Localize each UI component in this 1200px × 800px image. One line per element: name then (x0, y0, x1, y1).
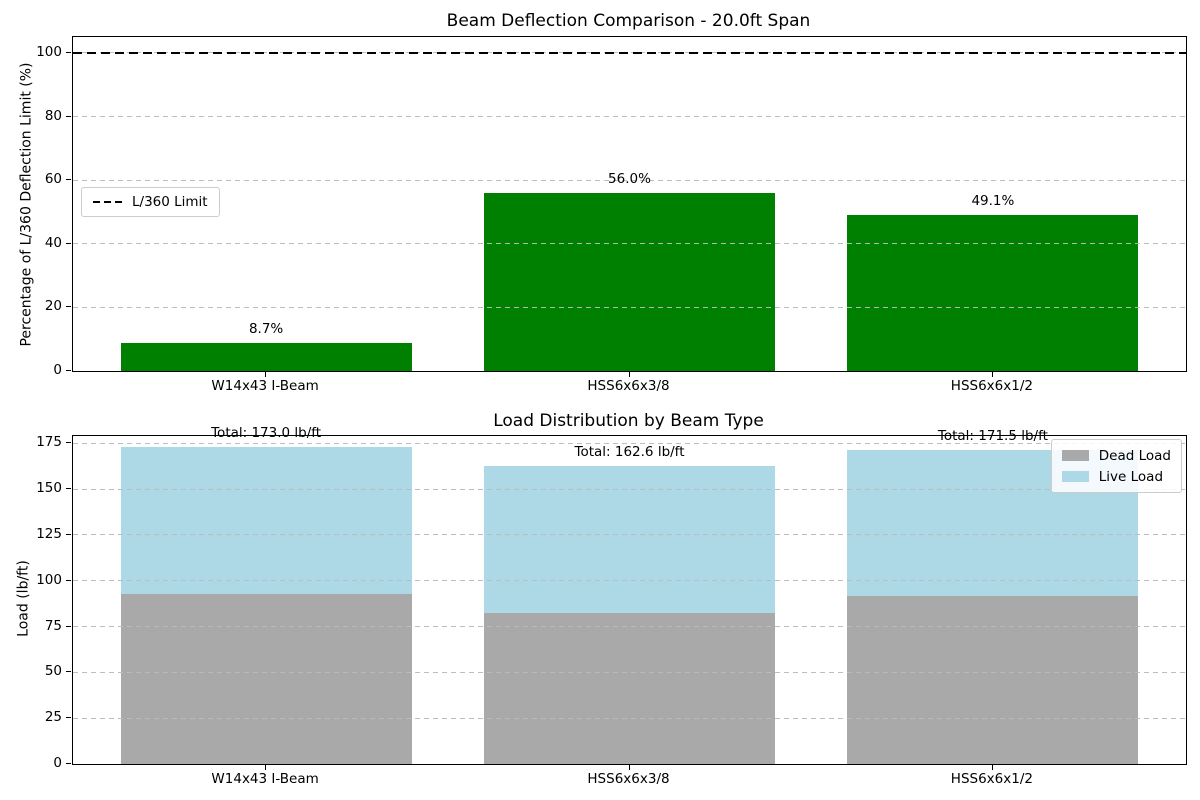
y-tick-label: 125 (36, 525, 62, 542)
gridline-50 (73, 671, 1186, 673)
y-tick-mark (66, 115, 71, 117)
live-load-legend-label: Live Load (1098, 468, 1164, 485)
x-tick-mark (991, 765, 993, 770)
chart1-legend: L/360 Limit (81, 187, 220, 217)
y-tick-mark (66, 242, 71, 244)
gridline-100 (73, 580, 1186, 582)
bar-value-label: 8.7% (248, 321, 284, 338)
y-tick-label: 0 (53, 755, 62, 771)
y-tick-label: 175 (36, 434, 62, 451)
y-tick-mark (66, 442, 71, 444)
chart2-plot-area: Dead Load Live Load Total: 173.0 lb/ft To… (72, 425, 1187, 765)
dead-load-bar-segment (484, 612, 775, 764)
y-tick-label: 25 (44, 709, 62, 726)
gridline-75 (73, 626, 1186, 628)
y-tick-mark (66, 763, 71, 764)
y-tick-mark (66, 488, 71, 490)
x-tick-label: HSS6x6x3/8 (587, 771, 670, 787)
y-tick-mark (66, 51, 71, 53)
x-tick-mark (265, 765, 267, 770)
gridline-150 (73, 488, 1186, 490)
x-tick-mark (265, 372, 267, 377)
chart1-y-axis-label: Percentage of L/360 Deflection Limit (%) (18, 62, 35, 347)
y-tick-mark (66, 179, 71, 181)
total-load-label: Total: 162.6 lb/ft (574, 444, 685, 461)
legend-row-live-load: Live Load (1061, 466, 1171, 487)
gridline-175 (73, 442, 1186, 444)
dead-load-legend-label: Dead Load (1098, 447, 1171, 464)
y-tick-mark (66, 579, 71, 581)
gridline-80 (73, 116, 1186, 118)
reference-limit-line (73, 51, 1186, 55)
y-tick-mark (66, 306, 71, 308)
total-load-label: Total: 173.0 lb/ft (211, 425, 322, 441)
y-tick-label: 50 (44, 663, 62, 680)
live-load-bar-segment (484, 466, 775, 613)
y-tick-label: 60 (44, 171, 62, 188)
total-load-label: Total: 171.5 lb/ft (937, 427, 1048, 444)
dead-load-bar-segment (847, 596, 1139, 764)
chart1-legend-label: L/360 Limit (132, 194, 208, 210)
bar-value-label: 49.1% (971, 192, 1015, 209)
chart2-title: Load Distribution by Beam Type (493, 411, 764, 431)
chart1-title: Beam Deflection Comparison - 20.0ft Span (446, 11, 811, 31)
chart1-plot-area: L/360 Limit 8.7% 56.0% 49.1% (72, 36, 1187, 372)
x-tick-mark (991, 372, 993, 377)
x-tick-label: HSS6x6x1/2 (950, 378, 1033, 394)
deflection-bar (484, 192, 775, 371)
y-tick-label: 0 (53, 362, 62, 378)
gridline-25 (73, 717, 1186, 719)
x-tick-mark (628, 765, 630, 770)
gridline-40 (73, 243, 1186, 245)
x-tick-label: W14x43 I-Beam (211, 378, 319, 394)
x-tick-label: HSS6x6x1/2 (950, 771, 1033, 787)
y-tick-mark (66, 370, 71, 371)
x-tick-mark (628, 372, 630, 377)
gridline-60 (73, 179, 1186, 181)
y-tick-mark (66, 625, 71, 627)
y-tick-label: 20 (44, 298, 62, 315)
y-tick-label: 40 (44, 234, 62, 251)
dead-load-color-swatch (1061, 450, 1089, 461)
gridline-125 (73, 534, 1186, 536)
y-tick-label: 100 (36, 571, 62, 588)
bar-value-label: 56.0% (608, 170, 651, 187)
y-tick-label: 75 (44, 617, 62, 634)
y-tick-mark (66, 671, 71, 673)
y-tick-label: 80 (44, 107, 62, 124)
dashed-line-legend-swatch (93, 200, 122, 204)
legend-row-dead-load: Dead Load (1061, 445, 1171, 466)
gridline-20 (73, 306, 1186, 308)
x-tick-label: W14x43 I-Beam (211, 771, 319, 787)
y-tick-label: 150 (36, 480, 62, 497)
live-load-color-swatch (1061, 471, 1089, 482)
live-load-bar-segment (120, 447, 412, 594)
dead-load-bar-segment (120, 593, 412, 764)
chart2-legend: Dead Load Live Load (1050, 439, 1182, 493)
deflection-bar (120, 343, 412, 371)
y-tick-mark (66, 533, 71, 535)
deflection-bar (847, 214, 1139, 371)
x-tick-label: HSS6x6x3/8 (587, 378, 670, 394)
y-tick-mark (66, 717, 71, 719)
y-tick-label: 100 (36, 43, 62, 60)
